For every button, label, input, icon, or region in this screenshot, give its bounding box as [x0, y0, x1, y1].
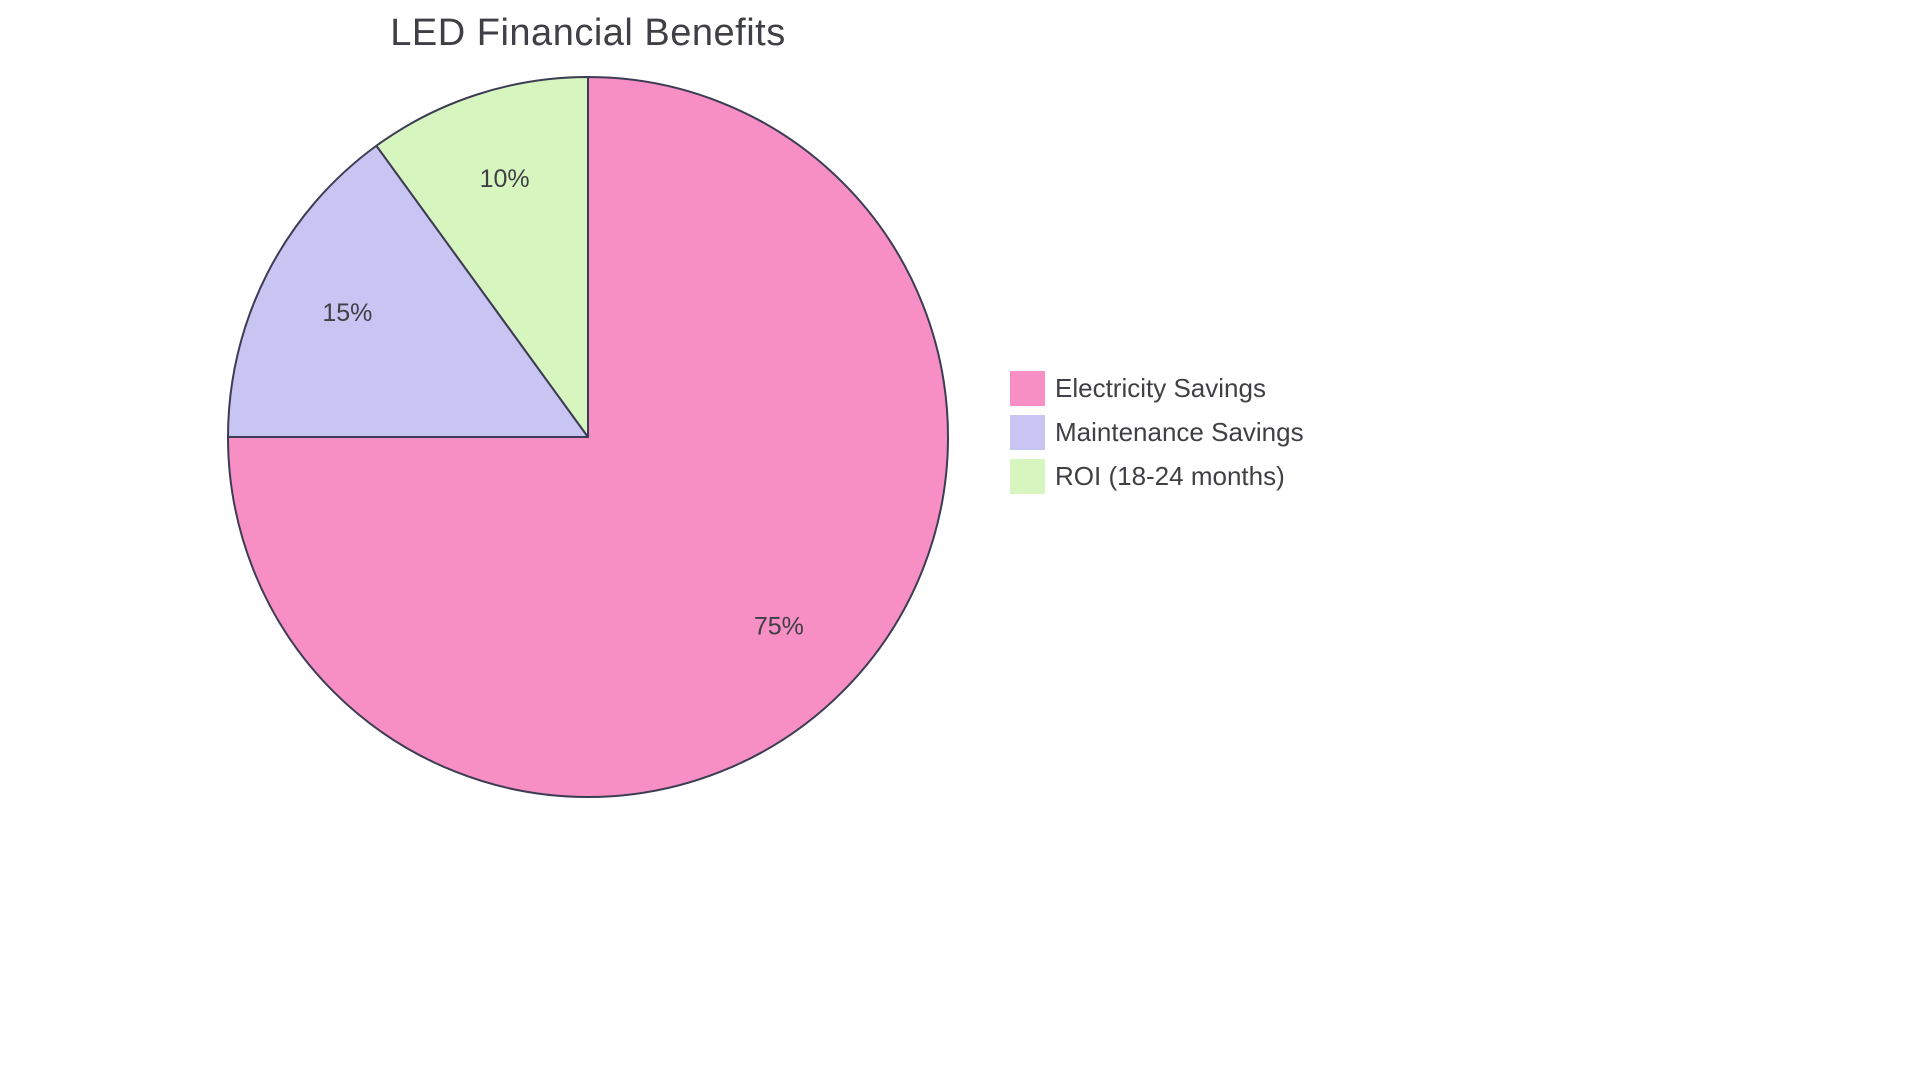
legend-label: ROI (18-24 months) — [1055, 461, 1285, 491]
legend-label: Maintenance Savings — [1055, 417, 1304, 447]
pie-slice-2 — [375, 76, 589, 438]
pie-slice-value-label: 75% — [754, 613, 804, 641]
legend-item-roi: ROI (18-24 months) — [1010, 459, 1304, 494]
legend-label: Electricity Savings — [1055, 373, 1266, 403]
legend-swatch-electricity-savings — [1010, 371, 1045, 406]
chart-title: LED Financial Benefits — [390, 12, 786, 54]
pie-chart: 75% 15% 10% — [227, 76, 949, 798]
legend-swatch-roi — [1010, 459, 1045, 494]
legend: Electricity Savings Maintenance Savings … — [1010, 371, 1304, 494]
legend-swatch-maintenance-savings — [1010, 415, 1045, 450]
legend-item-maintenance-savings: Maintenance Savings — [1010, 415, 1304, 450]
pie-slice-value-label: 10% — [480, 165, 530, 193]
pie-slice-value-label: 15% — [322, 299, 372, 327]
pie-slice-1 — [227, 144, 589, 438]
legend-item-electricity-savings: Electricity Savings — [1010, 371, 1304, 406]
